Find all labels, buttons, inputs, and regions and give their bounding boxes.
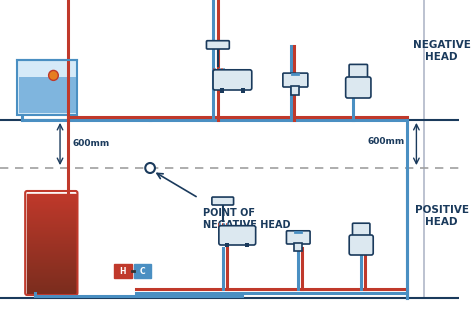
Text: 600mm: 600mm: [367, 137, 405, 147]
Bar: [134, 264, 151, 278]
FancyBboxPatch shape: [349, 235, 373, 255]
Bar: [294, 243, 302, 251]
FancyBboxPatch shape: [18, 60, 77, 115]
Text: C: C: [139, 266, 145, 276]
Text: 600mm: 600mm: [73, 139, 110, 149]
FancyBboxPatch shape: [219, 226, 255, 245]
Bar: [226, 243, 229, 247]
FancyBboxPatch shape: [283, 73, 308, 87]
Text: NEGATIVE
HEAD: NEGATIVE HEAD: [413, 40, 471, 62]
Text: POINT OF
NEGATIVE HEAD: POINT OF NEGATIVE HEAD: [203, 208, 291, 230]
Text: H: H: [120, 266, 126, 276]
FancyBboxPatch shape: [212, 197, 234, 205]
Circle shape: [49, 70, 58, 80]
Bar: [220, 88, 224, 93]
Bar: [19, 77, 75, 113]
Bar: [114, 264, 132, 278]
FancyBboxPatch shape: [353, 223, 370, 238]
Bar: [245, 243, 249, 247]
Text: POSITIVE
HEAD: POSITIVE HEAD: [415, 205, 469, 227]
Bar: [292, 86, 299, 94]
Bar: [241, 88, 245, 93]
FancyBboxPatch shape: [207, 41, 229, 49]
FancyBboxPatch shape: [286, 231, 310, 244]
FancyBboxPatch shape: [213, 70, 252, 90]
FancyBboxPatch shape: [349, 64, 367, 80]
FancyBboxPatch shape: [346, 77, 371, 98]
Circle shape: [145, 163, 155, 173]
